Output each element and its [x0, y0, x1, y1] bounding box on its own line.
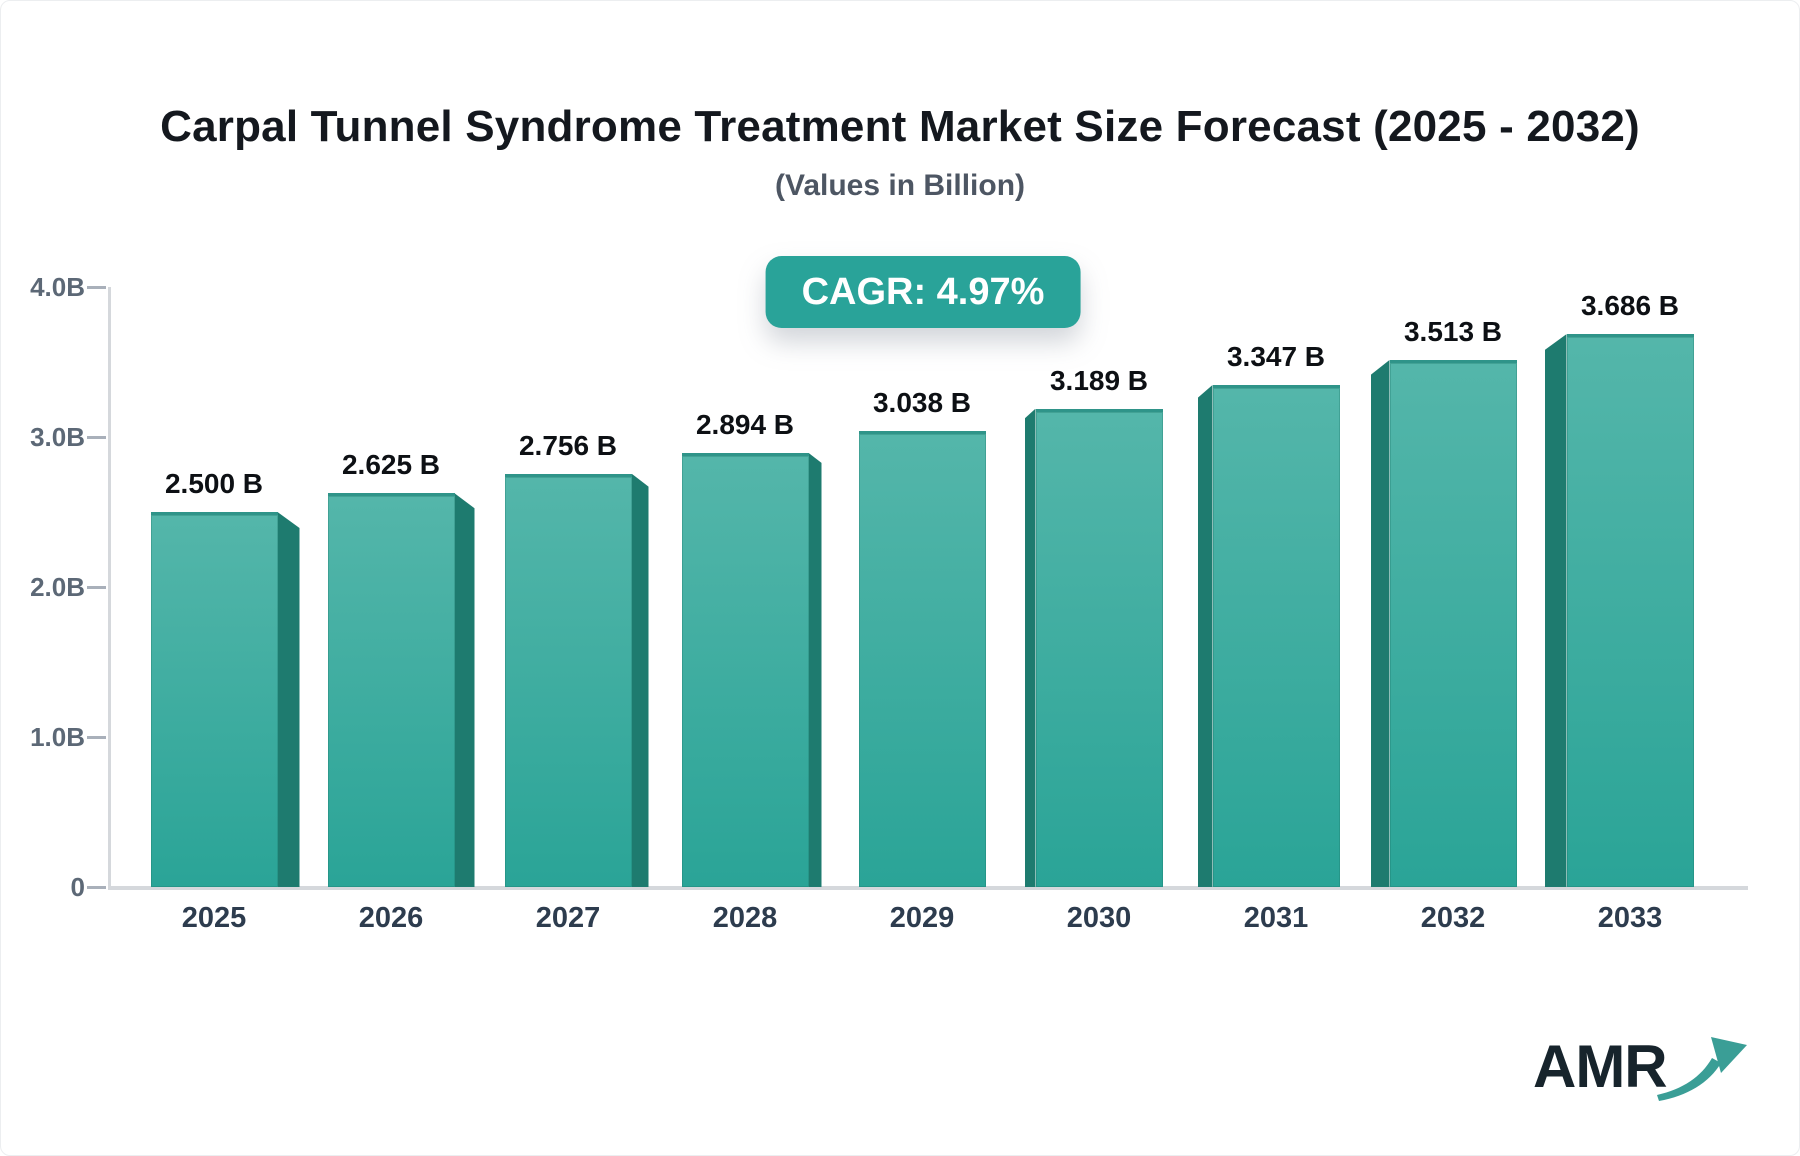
y-tick-mark — [87, 436, 106, 439]
x-tick-label-2025: 2025 — [181, 902, 247, 934]
x-tick-label-2027: 2027 — [535, 902, 601, 934]
bar-value-label: 3.038 B — [872, 387, 972, 419]
y-tick-mark — [87, 736, 106, 739]
y-tick-mark — [87, 886, 106, 889]
bar-3d-side — [1197, 384, 1213, 887]
bar-3d-side — [277, 512, 300, 887]
y-axis-line — [108, 287, 111, 888]
bar-face — [327, 493, 455, 887]
bar-face — [858, 431, 986, 887]
bar-value-label: 3.347 B — [1226, 340, 1326, 372]
bar-value-label: 2.894 B — [695, 408, 795, 440]
bar-face — [504, 473, 632, 887]
x-tick-label-2026: 2026 — [358, 902, 424, 934]
x-tick-label-2031: 2031 — [1243, 902, 1309, 934]
bar-3d-side — [1370, 360, 1390, 887]
y-tick-label: 1.0B — [30, 722, 85, 752]
x-axis-baseline — [108, 886, 1748, 890]
y-tick-mark — [87, 586, 106, 589]
bar-face — [1035, 408, 1163, 887]
x-tick-label-2028: 2028 — [712, 902, 778, 934]
bar-3d-side — [631, 473, 649, 887]
bar-face — [1389, 360, 1517, 887]
y-tick-label: 2.0B — [30, 572, 85, 602]
chart-subtitle: (Values in Billion) — [774, 169, 1026, 202]
x-tick-label-2032: 2032 — [1420, 902, 1486, 934]
bar-3d-side — [808, 452, 822, 887]
x-tick-label-2030: 2030 — [1066, 902, 1132, 934]
bar-3d-side — [1544, 334, 1567, 887]
bar-value-label: 3.189 B — [1049, 364, 1149, 396]
amr-logo: AMR — [1533, 1037, 1749, 1112]
chart-title: Carpal Tunnel Syndrome Treatment Market … — [160, 102, 1640, 151]
y-tick-label: 3.0B — [30, 422, 85, 452]
bar-3d-side — [1024, 408, 1036, 887]
bar-value-label: 3.686 B — [1580, 290, 1680, 322]
bar-value-label: 2.500 B — [164, 468, 264, 499]
y-tick-label: 0 — [70, 872, 85, 902]
x-tick-label-2029: 2029 — [889, 902, 955, 934]
bar-value-label: 2.756 B — [518, 429, 618, 461]
bar-face — [150, 512, 278, 887]
bar-value-label: 2.625 B — [341, 449, 441, 481]
bar-3d-side — [454, 493, 475, 887]
x-tick-label-2033: 2033 — [1597, 902, 1663, 934]
trending-up-arrow-icon — [1656, 1035, 1749, 1112]
bar-face — [1212, 384, 1340, 887]
amr-logo-text: AMR — [1533, 1033, 1668, 1100]
y-tick-label: 4.0B — [30, 272, 85, 302]
bar-face — [681, 452, 809, 887]
bar-value-label: 3.513 B — [1403, 316, 1503, 348]
cagr-badge: CAGR: 4.97% — [765, 256, 1081, 328]
y-tick-mark — [87, 286, 106, 289]
bar-face — [1566, 334, 1694, 887]
